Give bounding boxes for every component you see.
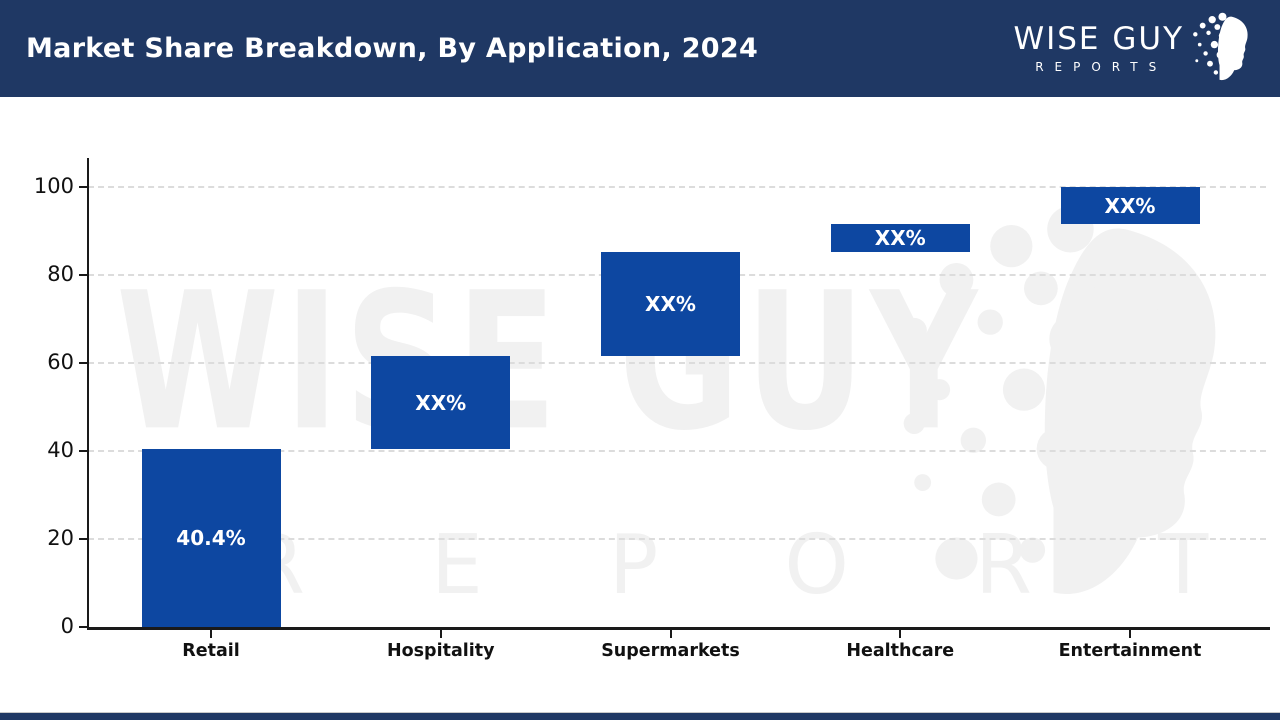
y-tick-mark xyxy=(79,626,87,628)
chart-title: Market Share Breakdown, By Application, … xyxy=(26,33,759,64)
header: Market Share Breakdown, By Application, … xyxy=(0,0,1280,97)
bar-healthcare: XX% xyxy=(830,224,970,253)
x-tick-mark xyxy=(1129,630,1131,638)
y-tick-label: 40 xyxy=(47,438,74,462)
bar-entertainment: XX% xyxy=(1060,187,1200,225)
x-axis-label: Supermarkets xyxy=(601,641,740,661)
x-axis-label: Healthcare xyxy=(846,641,955,661)
footer-bar xyxy=(0,712,1280,720)
bar-retail: 40.4% xyxy=(141,449,281,627)
y-tick-label: 20 xyxy=(47,526,74,550)
x-axis-label: Retail xyxy=(182,641,240,661)
y-tick-label: 60 xyxy=(47,350,74,374)
x-tick-mark xyxy=(669,630,672,638)
y-axis xyxy=(87,158,89,630)
y-tick-label: 0 xyxy=(60,614,74,638)
logo-subtext: REPORTS xyxy=(1035,59,1168,74)
gridline xyxy=(88,450,1266,452)
y-tick-label: 100 xyxy=(33,174,74,198)
logo-head-icon xyxy=(1193,12,1248,80)
gridline xyxy=(88,362,1266,364)
gridline xyxy=(88,538,1266,540)
y-tick-label: 80 xyxy=(47,262,74,286)
logo: WISE GUY REPORTS xyxy=(1013,10,1254,88)
x-axis xyxy=(88,627,1270,630)
bar-value-label: 40.4% xyxy=(176,526,246,551)
logo-wordmark: WISE GUY xyxy=(1013,20,1184,57)
x-axis-label: Entertainment xyxy=(1058,641,1202,661)
bar-value-label: XX% xyxy=(415,390,467,415)
y-tick-mark xyxy=(79,274,87,276)
bar-value-label: XX% xyxy=(874,226,926,251)
gridline xyxy=(88,186,1266,188)
x-axis-label: Hospitality xyxy=(386,641,495,661)
logo-text: WISE GUY REPORTS xyxy=(1013,20,1184,74)
x-tick-mark xyxy=(439,630,442,638)
bar-value-label: XX% xyxy=(1104,193,1156,218)
y-tick-mark xyxy=(79,538,87,540)
y-tick-mark xyxy=(79,362,87,364)
bar-value-label: XX% xyxy=(645,292,696,317)
x-tick-mark xyxy=(210,630,212,638)
y-tick-mark xyxy=(79,450,87,452)
bar-supermarkets: XX% xyxy=(601,252,740,356)
bar-hospitality: XX% xyxy=(371,355,511,450)
x-tick-mark xyxy=(899,630,902,638)
y-tick-mark xyxy=(79,186,87,188)
